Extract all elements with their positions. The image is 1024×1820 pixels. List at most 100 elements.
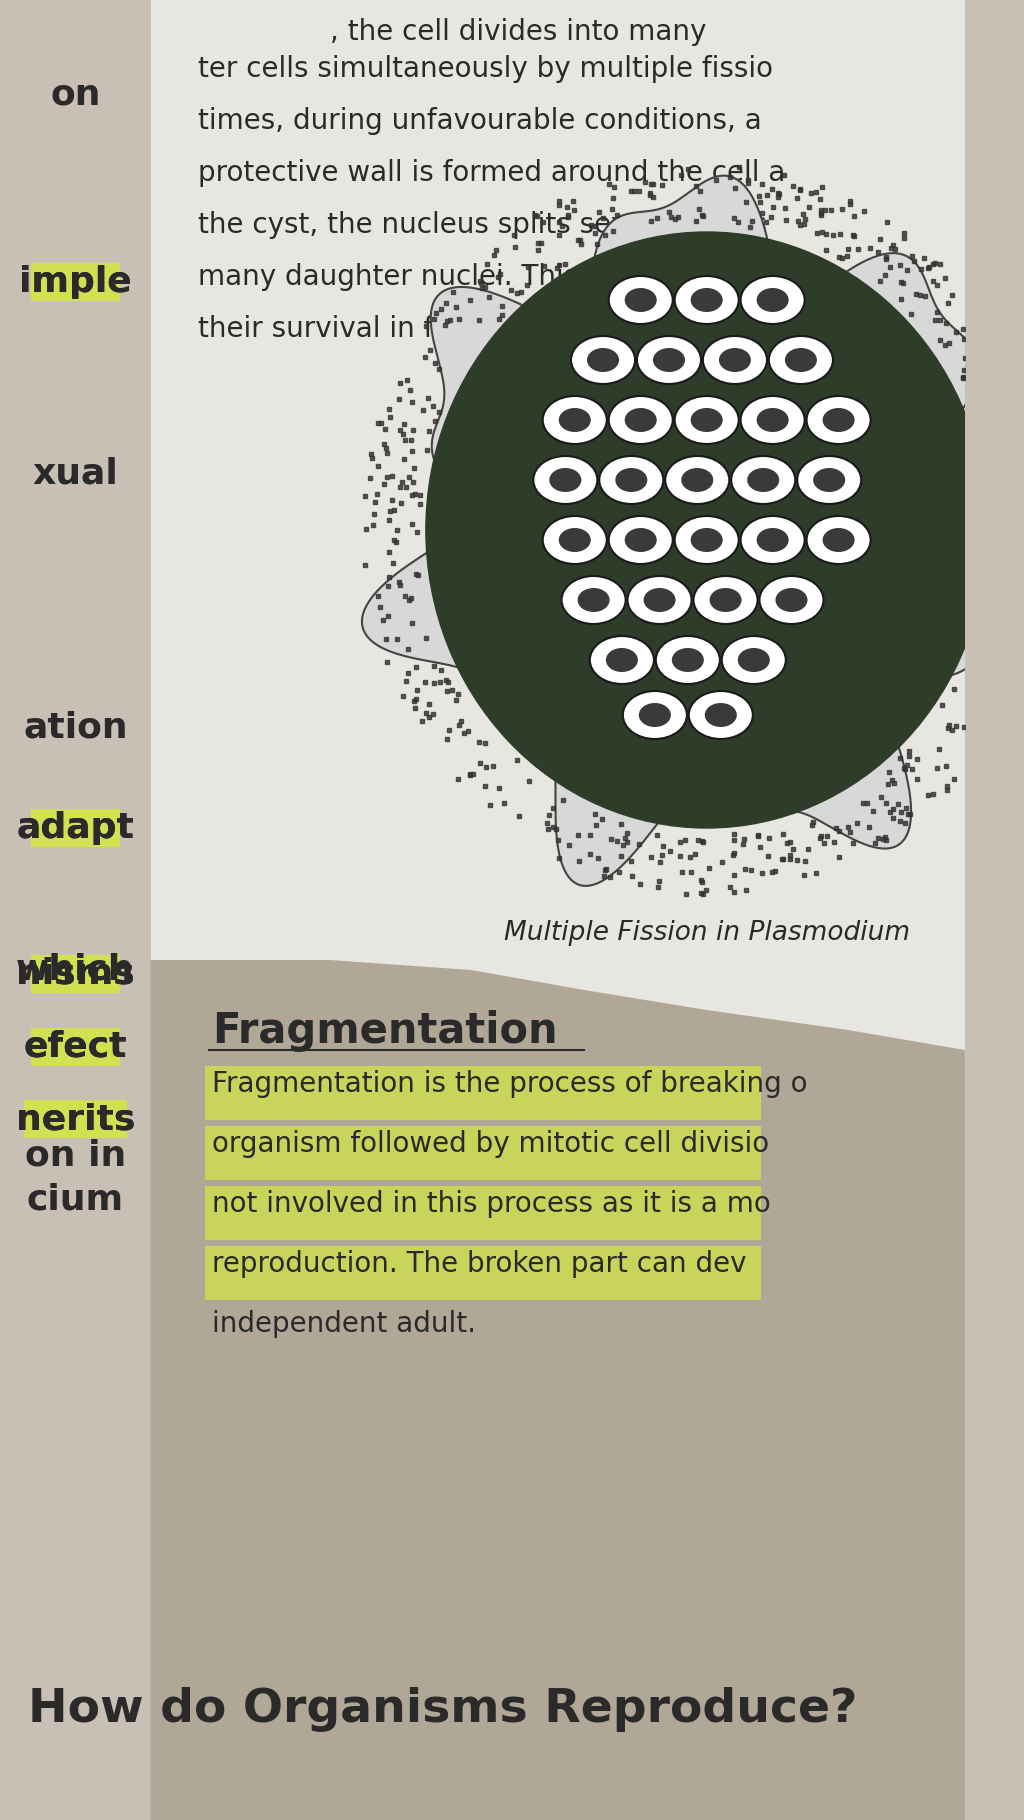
Text: their survival in favourable conditions.: their survival in favourable conditions. [198, 315, 732, 342]
Ellipse shape [639, 703, 671, 726]
Text: on: on [50, 78, 100, 111]
Text: many daughter nuclei. This increases ch: many daughter nuclei. This increases ch [198, 264, 760, 291]
FancyBboxPatch shape [206, 1067, 761, 1119]
Ellipse shape [807, 517, 870, 564]
Ellipse shape [675, 277, 738, 324]
Ellipse shape [534, 457, 597, 504]
Ellipse shape [737, 648, 770, 672]
Ellipse shape [543, 517, 607, 564]
Ellipse shape [797, 457, 861, 504]
Ellipse shape [740, 397, 805, 444]
Text: nerits: nerits [15, 1103, 135, 1136]
Ellipse shape [561, 575, 626, 624]
Ellipse shape [748, 468, 779, 491]
Ellipse shape [549, 468, 582, 491]
FancyBboxPatch shape [31, 1028, 120, 1065]
Text: protective wall is formed around the cell a: protective wall is formed around the cel… [198, 158, 785, 187]
Text: efect: efect [24, 1030, 127, 1063]
FancyBboxPatch shape [206, 1247, 761, 1299]
Circle shape [426, 231, 987, 828]
Text: cium: cium [27, 1183, 124, 1218]
Ellipse shape [653, 348, 685, 371]
Text: times, during unfavourable conditions, a: times, during unfavourable conditions, a [198, 107, 762, 135]
Text: Fragmentation is the process of breaking o: Fragmentation is the process of breaking… [212, 1070, 808, 1097]
Ellipse shape [702, 337, 767, 384]
Text: which: which [16, 954, 135, 986]
Ellipse shape [757, 408, 788, 431]
Text: organism followed by mitotic cell divisio: organism followed by mitotic cell divisi… [212, 1130, 769, 1158]
Ellipse shape [681, 468, 714, 491]
Ellipse shape [628, 575, 691, 624]
Ellipse shape [690, 528, 723, 551]
Text: efect: efect [24, 1030, 127, 1063]
Ellipse shape [666, 457, 729, 504]
Ellipse shape [731, 457, 796, 504]
Ellipse shape [608, 517, 673, 564]
Text: independent adult.: independent adult. [212, 1310, 476, 1338]
Ellipse shape [690, 408, 723, 431]
Ellipse shape [623, 692, 687, 739]
Ellipse shape [655, 635, 720, 684]
Text: ter cells simultaneously by multiple fissio: ter cells simultaneously by multiple fis… [198, 55, 773, 84]
Ellipse shape [559, 408, 591, 431]
Ellipse shape [643, 588, 676, 612]
Ellipse shape [675, 397, 738, 444]
Text: nisms: nisms [16, 957, 135, 990]
Ellipse shape [822, 528, 855, 551]
Polygon shape [361, 175, 1024, 886]
Ellipse shape [760, 575, 823, 624]
Ellipse shape [625, 288, 656, 311]
Ellipse shape [705, 703, 737, 726]
Ellipse shape [740, 517, 805, 564]
Ellipse shape [615, 468, 647, 491]
Text: the cyst, the nucleus splits several times: the cyst, the nucleus splits several tim… [198, 211, 767, 238]
Text: ation: ation [24, 712, 128, 744]
Ellipse shape [578, 588, 609, 612]
Ellipse shape [590, 635, 654, 684]
Ellipse shape [675, 517, 738, 564]
FancyBboxPatch shape [31, 810, 120, 846]
Ellipse shape [587, 348, 620, 371]
Text: nerits: nerits [15, 1103, 135, 1136]
Ellipse shape [571, 337, 635, 384]
Text: not involved in this process as it is a mo: not involved in this process as it is a … [212, 1190, 771, 1218]
FancyBboxPatch shape [206, 1187, 761, 1239]
Ellipse shape [690, 288, 723, 311]
Ellipse shape [606, 648, 638, 672]
Ellipse shape [822, 408, 855, 431]
FancyBboxPatch shape [24, 1101, 127, 1138]
Ellipse shape [769, 337, 833, 384]
Ellipse shape [757, 288, 788, 311]
Ellipse shape [710, 588, 741, 612]
Ellipse shape [672, 648, 703, 672]
Ellipse shape [719, 348, 751, 371]
Ellipse shape [693, 575, 758, 624]
Text: Multiple Fission in Plasmodium: Multiple Fission in Plasmodium [504, 919, 909, 946]
Text: reproduction. The broken part can dev: reproduction. The broken part can dev [212, 1250, 746, 1278]
Text: xual: xual [33, 457, 118, 490]
Ellipse shape [757, 528, 788, 551]
Text: on in: on in [25, 1138, 126, 1172]
Ellipse shape [625, 408, 656, 431]
Polygon shape [151, 959, 965, 1820]
Text: adapt: adapt [16, 812, 134, 844]
Ellipse shape [608, 277, 673, 324]
Ellipse shape [599, 457, 664, 504]
Ellipse shape [813, 468, 845, 491]
Ellipse shape [625, 528, 656, 551]
Text: imple: imple [19, 266, 132, 298]
Ellipse shape [608, 397, 673, 444]
FancyBboxPatch shape [151, 0, 965, 1820]
Ellipse shape [775, 588, 808, 612]
Text: Fragmentation: Fragmentation [212, 1010, 558, 1052]
Ellipse shape [689, 692, 753, 739]
FancyBboxPatch shape [31, 956, 120, 992]
Text: , the cell divides into many: , the cell divides into many [330, 18, 707, 46]
Ellipse shape [807, 397, 870, 444]
Text: nisms: nisms [16, 957, 135, 990]
Text: imple: imple [19, 266, 132, 298]
Ellipse shape [559, 528, 591, 551]
FancyBboxPatch shape [206, 1127, 761, 1179]
FancyBboxPatch shape [31, 264, 120, 300]
Ellipse shape [784, 348, 817, 371]
